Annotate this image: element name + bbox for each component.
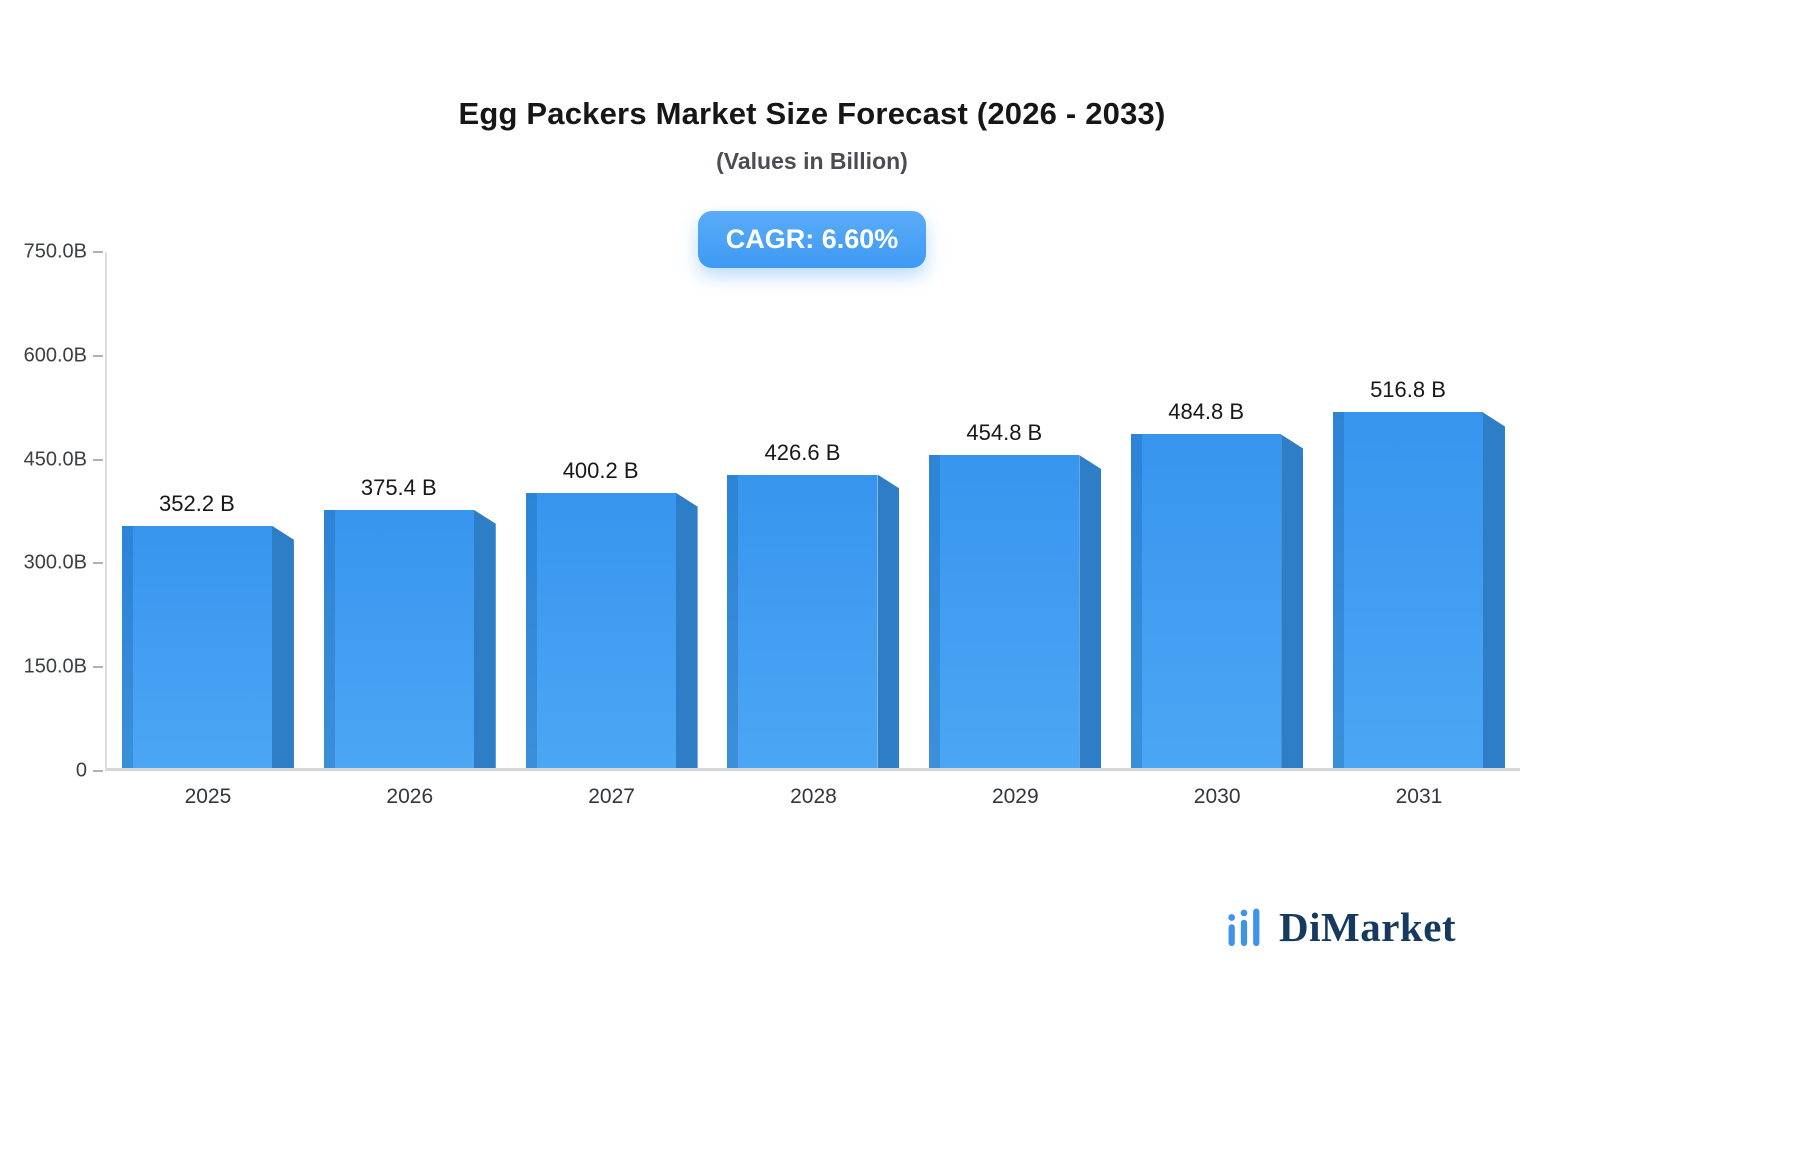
- plot-area: 750.0B 600.0B 450.0B 300.0B 150.0B 0 352.2 B 2…: [24, 241, 1520, 808]
- chart-subtitle: (Values in Billion): [716, 148, 908, 174]
- chart-header: Egg Packers Market Size Forecast (2026 -…: [0, 96, 1624, 268]
- bar: 454.8 B: [929, 420, 1102, 768]
- bar-group: 454.8 B 2029: [929, 252, 1102, 808]
- bar-side-face: [473, 509, 496, 768]
- x-axis-label: 2029: [991, 785, 1039, 808]
- bar-front-face: [525, 492, 676, 769]
- bar-value-label: 454.8 B: [966, 420, 1043, 446]
- brand-logo: DiMarket: [1226, 903, 1456, 951]
- bar: 426.6 B: [727, 440, 900, 768]
- bar-chart-icon-shapes: [1228, 908, 1260, 946]
- bar-side-face: [271, 525, 294, 768]
- y-tick-label: 0: [75, 759, 87, 782]
- bars-container: 352.2 B 2025 375.4 B 2026 400.2 B 2027 426.6 B…: [107, 252, 1520, 808]
- bar: 352.2 B: [121, 491, 294, 769]
- y-tick-label: 450.0B: [23, 448, 87, 471]
- bar-value-label: 375.4 B: [360, 474, 437, 500]
- y-tick-mark: [93, 354, 103, 357]
- y-tick-label: 600.0B: [23, 344, 87, 367]
- bar-group: 375.4 B 2026: [323, 252, 496, 808]
- bar-chart-icon: [1228, 908, 1260, 946]
- y-tick-mark: [93, 458, 103, 461]
- bar-front-face: [1332, 412, 1483, 768]
- x-axis-label: 2027: [588, 785, 635, 808]
- x-axis-label: 2028: [790, 785, 837, 808]
- bar-group: 352.2 B 2025: [121, 252, 294, 808]
- y-tick-mark: [93, 666, 103, 669]
- y-tick-mark: [93, 562, 103, 565]
- bar-group: 516.8 B 2031: [1332, 252, 1505, 808]
- x-axis-label: 2030: [1193, 785, 1241, 808]
- y-tick-mark: [93, 770, 103, 772]
- bar: 484.8 B: [1131, 399, 1304, 768]
- bar-front-face: [121, 525, 272, 769]
- bar-value-label: 426.6 B: [764, 439, 841, 465]
- bar-group: 484.8 B 2030: [1131, 252, 1304, 808]
- bar-value-label: 484.8 B: [1168, 399, 1245, 425]
- bar: 516.8 B: [1332, 377, 1505, 768]
- y-tick-label: 300.0B: [23, 551, 87, 574]
- bar-side-face: [1079, 455, 1102, 768]
- x-axis-label: 2025: [184, 785, 232, 808]
- bar: 400.2 B: [525, 458, 698, 769]
- bar-side-face: [1482, 412, 1505, 768]
- bar: 375.4 B: [323, 475, 496, 769]
- bar-value-label: 516.8 B: [1370, 377, 1446, 403]
- x-axis-label: 2026: [386, 785, 434, 808]
- bar-side-face: [877, 474, 900, 768]
- y-axis: 750.0B 600.0B 450.0B 300.0B 150.0B 0: [24, 241, 1520, 782]
- x-axis-label: 2031: [1395, 785, 1443, 808]
- bar-front-face: [1131, 434, 1282, 768]
- y-tick-label: 750.0B: [23, 240, 87, 263]
- y-tick-label: 150.0B: [23, 655, 87, 678]
- brand-name: DiMarket: [1279, 904, 1457, 950]
- bar-side-face: [1281, 434, 1304, 768]
- bar-front-face: [323, 509, 474, 769]
- chart-title: Egg Packers Market Size Forecast (2026 -…: [458, 96, 1166, 131]
- bar-side-face: [675, 492, 698, 768]
- bar-front-face: [727, 474, 878, 768]
- cagr-badge: CAGR: 6.60%: [697, 211, 927, 268]
- bar-value-label: 400.2 B: [562, 457, 639, 483]
- bar-group: 426.6 B 2028: [727, 252, 900, 808]
- y-tick-mark: [93, 251, 103, 253]
- bar-group: 400.2 B 2027: [525, 252, 698, 808]
- bar-value-label: 352.2 B: [159, 490, 235, 516]
- bar-front-face: [929, 455, 1080, 768]
